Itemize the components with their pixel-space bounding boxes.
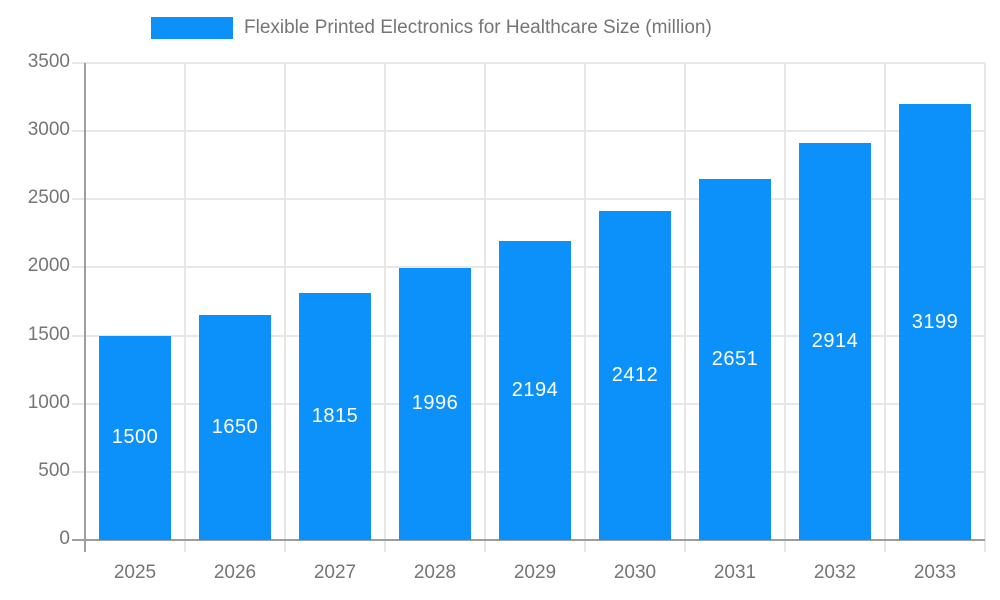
y-tick-mark	[72, 266, 85, 269]
y-axis-tick-label: 2000	[27, 255, 70, 277]
x-axis-line	[72, 539, 985, 541]
x-axis-tick-label: 2030	[613, 562, 657, 583]
x-axis-tick-label: 2025	[113, 562, 157, 583]
v-gridline	[684, 63, 686, 540]
v-gridline	[284, 63, 286, 540]
bar: 2651	[699, 178, 771, 540]
bar: 2194	[499, 240, 571, 540]
x-axis-tick-label: 2031	[713, 562, 757, 583]
v-gridline	[984, 63, 986, 540]
y-axis-tick-label: 1000	[27, 391, 70, 413]
y-tick-mark	[72, 402, 85, 405]
x-axis-tick-label: 2028	[413, 562, 457, 583]
y-axis-tick-label: 500	[38, 459, 70, 481]
h-gridline	[85, 62, 985, 64]
bar-value-label: 1815	[311, 404, 359, 427]
v-gridline	[184, 63, 186, 540]
y-axis-tick-label: 3500	[27, 51, 70, 72]
y-axis-tick-label: 1500	[27, 323, 70, 345]
h-gridline	[85, 198, 985, 201]
v-gridline	[484, 63, 486, 540]
x-tick-mark	[184, 540, 186, 552]
x-tick-mark	[684, 540, 686, 552]
bar: 2412	[599, 211, 671, 540]
bar-value-label: 1500	[111, 426, 159, 449]
y-tick-mark	[72, 470, 85, 473]
x-tick-mark	[384, 540, 386, 552]
bar: 1500	[99, 335, 171, 540]
y-axis-tick-label: 0	[59, 528, 70, 549]
x-tick-mark	[984, 540, 986, 552]
y-tick-mark	[72, 130, 85, 133]
y-tick-mark	[72, 198, 85, 201]
v-gridline	[784, 63, 786, 540]
legend-swatch	[151, 17, 233, 39]
x-axis-tick-label: 2027	[313, 562, 357, 583]
bar: 1815	[299, 292, 371, 540]
legend-label: Flexible Printed Electronics for Healthc…	[244, 17, 712, 38]
bar-value-label: 2651	[711, 347, 759, 370]
x-axis-tick-label: 2026	[213, 562, 257, 583]
x-tick-mark	[884, 540, 886, 552]
bar-value-label: 2194	[511, 378, 559, 401]
bar: 3199	[899, 104, 971, 540]
h-gridline	[85, 130, 985, 133]
x-axis-tick-label: 2033	[913, 562, 957, 583]
y-tick-mark	[72, 62, 85, 64]
bar: 1650	[199, 315, 271, 540]
y-tick-mark	[72, 334, 85, 337]
x-axis-tick-label: 2029	[513, 562, 557, 583]
v-gridline	[884, 63, 886, 540]
x-tick-mark	[784, 540, 786, 552]
y-axis-tick-label: 2500	[27, 187, 70, 209]
bar-value-label: 2412	[611, 364, 659, 387]
bar-value-label: 1996	[411, 392, 459, 415]
v-gridline	[384, 63, 386, 540]
x-axis-tick-label: 2032	[813, 562, 857, 583]
bar: 1996	[399, 267, 471, 540]
x-tick-mark	[484, 540, 486, 552]
bar: 2914	[799, 142, 871, 540]
bar-value-label: 2914	[811, 329, 859, 352]
chart-legend: Flexible Printed Electronics for Healthc…	[151, 17, 712, 39]
bar-value-label: 3199	[911, 310, 959, 333]
x-tick-mark	[584, 540, 586, 552]
y-axis-line	[84, 63, 86, 552]
v-gridline	[584, 63, 586, 540]
x-tick-mark	[284, 540, 286, 552]
y-axis-tick-label: 3000	[27, 119, 70, 141]
bar-value-label: 1650	[211, 416, 259, 439]
